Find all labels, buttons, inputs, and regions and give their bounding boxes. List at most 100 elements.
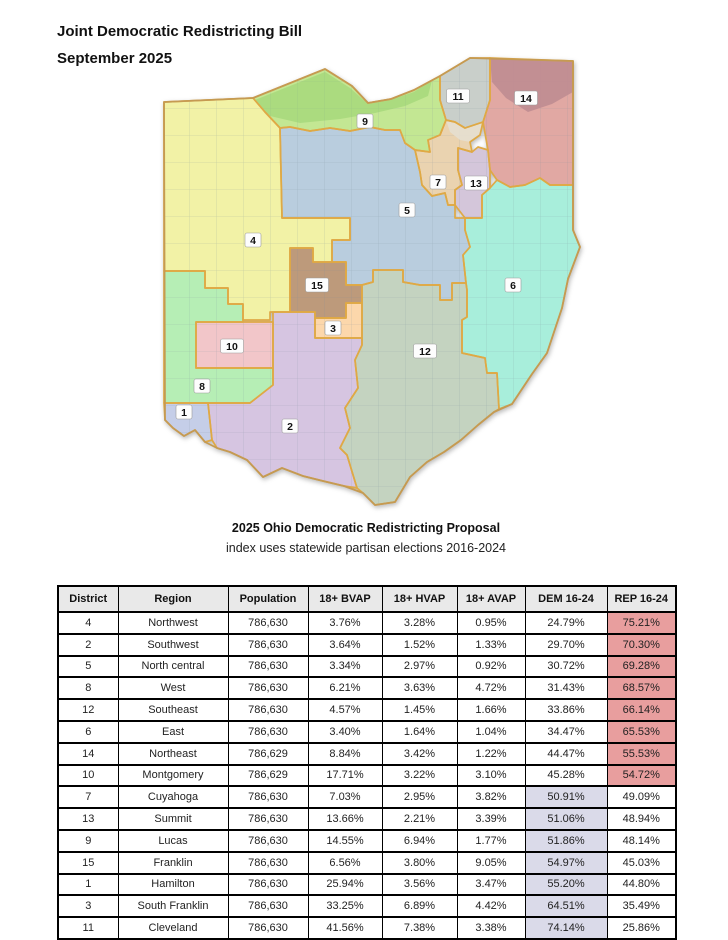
- table-row-district-1: 1 Hamilton 786,630 25.94% 3.56% 3.47% 55.20% 44…: [57, 872, 677, 897]
- cell: 2.95%: [381, 785, 458, 810]
- cell: 786,630: [227, 850, 309, 875]
- page-title-line1: Joint Democratic Redistricting Bill: [57, 23, 303, 40]
- cell: Southwest: [117, 632, 229, 657]
- cell: 8: [57, 676, 119, 701]
- table-row-district-10: 10 Montgomery 786,629 17.71% 3.22% 3.10% 45.28…: [57, 763, 677, 788]
- cell: 3.39%: [456, 807, 526, 831]
- svg-text:8: 8: [199, 381, 205, 393]
- cell: 10: [57, 763, 119, 788]
- cell: 24.79%: [524, 611, 608, 635]
- cell: 17.71%: [307, 763, 383, 788]
- cell: 786,630: [227, 654, 309, 679]
- cell: 30.72%: [524, 654, 608, 679]
- cell: 3.38%: [456, 916, 526, 940]
- cell: 3.10%: [456, 763, 526, 788]
- svg-text:10: 10: [226, 341, 238, 353]
- cell: 2.97%: [381, 654, 458, 679]
- cell: 7.03%: [307, 785, 383, 810]
- column-header-18-avap: 18+ AVAP: [456, 585, 526, 613]
- cell: Hamilton: [117, 872, 229, 897]
- column-header-18-hvap: 18+ HVAP: [381, 585, 458, 613]
- district-14-label: 14: [514, 90, 538, 106]
- district-3-label: 3: [324, 320, 342, 336]
- cell: 74.14%: [524, 916, 608, 940]
- cell: 1.52%: [381, 632, 458, 657]
- cell: 7: [57, 785, 119, 810]
- district-1-label: 1: [175, 404, 193, 420]
- district-9-label: 9: [356, 113, 374, 129]
- cell: 54.72%: [606, 763, 677, 788]
- cell: 3.64%: [307, 632, 383, 657]
- svg-text:13: 13: [470, 178, 482, 190]
- cell: 13: [57, 807, 119, 831]
- cell: 55.20%: [524, 872, 608, 897]
- cell: 35.49%: [606, 894, 677, 919]
- cell: 3.56%: [381, 872, 458, 897]
- cell: 1.66%: [456, 698, 526, 722]
- cell: 12: [57, 698, 119, 722]
- cell: 11: [57, 916, 119, 940]
- cell: Northwest: [117, 611, 229, 635]
- district-4-label: 4: [244, 232, 262, 248]
- cell: 66.14%: [606, 698, 677, 722]
- district14-north-band: [490, 58, 573, 112]
- cell: 1.22%: [456, 741, 526, 766]
- cell: 41.56%: [307, 916, 383, 940]
- table-row-district-5: 5 North central 786,630 3.34% 2.97% 0.92% 30.7…: [57, 654, 677, 679]
- cell: 54.97%: [524, 850, 608, 875]
- svg-text:9: 9: [362, 116, 368, 128]
- cell: 2: [57, 632, 119, 657]
- cell: 29.70%: [524, 632, 608, 657]
- cell: East: [117, 719, 229, 744]
- cell: South Franklin: [117, 894, 229, 919]
- cell: 0.95%: [456, 611, 526, 635]
- cell: Northeast: [117, 741, 229, 766]
- district-5-label: 5: [398, 202, 416, 218]
- cell: 1.45%: [381, 698, 458, 722]
- cell: 51.06%: [524, 807, 608, 831]
- table-row-district-15: 15 Franklin 786,630 6.56% 3.80% 9.05% 54.97% 45…: [57, 850, 677, 875]
- cell: 1.64%: [381, 719, 458, 744]
- cell: Southeast: [117, 698, 229, 722]
- cell: 14: [57, 741, 119, 766]
- district-11-label: 11: [446, 88, 470, 104]
- column-header-region: Region: [117, 585, 229, 613]
- cell: 34.47%: [524, 719, 608, 744]
- cell: 75.21%: [606, 611, 677, 635]
- svg-text:3: 3: [330, 323, 336, 335]
- cell: 786,630: [227, 698, 309, 722]
- svg-text:7: 7: [435, 177, 441, 189]
- table-row-district-7: 7 Cuyahoga 786,630 7.03% 2.95% 3.82% 50.91% 49.…: [57, 785, 677, 810]
- table-row-district-9: 9 Lucas 786,630 14.55% 6.94% 1.77% 51.86% 48.14…: [57, 828, 677, 853]
- cell: 786,630: [227, 807, 309, 831]
- cell: 3.82%: [456, 785, 526, 810]
- cell: 786,630: [227, 719, 309, 744]
- map-caption-title: 2025 Ohio Democratic Redistricting Propo…: [231, 521, 501, 535]
- cell: 70.30%: [606, 632, 677, 657]
- cell: 7.38%: [381, 916, 458, 940]
- table-header-row: District Region Population 18+ BVAP 18+ HVAP…: [57, 585, 677, 613]
- state-outline: [163, 57, 581, 506]
- cell: 50.91%: [524, 785, 608, 810]
- svg-text:11: 11: [452, 91, 463, 103]
- cell: 64.51%: [524, 894, 608, 919]
- page-title-line2: September 2025: [57, 50, 173, 67]
- cell: Summit: [117, 807, 229, 831]
- cell: 3.40%: [307, 719, 383, 744]
- svg-text:4: 4: [250, 235, 256, 247]
- cell: 4.72%: [456, 676, 526, 701]
- cell: 8.84%: [307, 741, 383, 766]
- cell: 3.22%: [381, 763, 458, 788]
- district-12-label: 12: [413, 343, 437, 359]
- column-header-dem-16-24: DEM 16-24: [524, 585, 608, 613]
- cell: 786,630: [227, 894, 309, 919]
- cell: Lucas: [117, 828, 229, 853]
- cell: 3.42%: [381, 741, 458, 766]
- table-row-district-6: 6 East 786,630 3.40% 1.64% 1.04% 34.47% 65.53%: [57, 719, 677, 744]
- svg-text:6: 6: [510, 280, 516, 292]
- svg-text:12: 12: [419, 346, 431, 358]
- cell: 6.89%: [381, 894, 458, 919]
- cell: 1.77%: [456, 828, 526, 853]
- cell: 4.42%: [456, 894, 526, 919]
- cell: 6.56%: [307, 850, 383, 875]
